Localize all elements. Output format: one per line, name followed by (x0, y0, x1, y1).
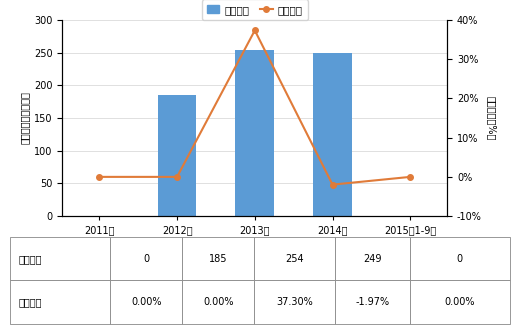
Text: 185: 185 (209, 254, 228, 264)
Text: 出口数量: 出口数量 (18, 254, 42, 264)
Text: 同比增长: 同比增长 (18, 297, 42, 307)
FancyBboxPatch shape (410, 280, 510, 324)
FancyBboxPatch shape (110, 280, 183, 324)
FancyBboxPatch shape (410, 237, 510, 280)
Text: 254: 254 (285, 254, 304, 264)
Text: 249: 249 (363, 254, 382, 264)
Text: 0.00%: 0.00% (131, 297, 162, 307)
FancyBboxPatch shape (183, 280, 254, 324)
Bar (158, 95, 197, 216)
Legend: 出口数量, 同比增长: 出口数量, 同比增长 (202, 0, 308, 20)
Text: 0: 0 (143, 254, 149, 264)
FancyBboxPatch shape (10, 280, 110, 324)
FancyBboxPatch shape (183, 237, 254, 280)
Text: -1.97%: -1.97% (355, 297, 389, 307)
Text: 0.00%: 0.00% (203, 297, 233, 307)
Y-axis label: 出口数量（平方米）: 出口数量（平方米） (20, 91, 30, 145)
FancyBboxPatch shape (110, 237, 183, 280)
Text: 37.30%: 37.30% (276, 297, 313, 307)
Bar (313, 53, 352, 216)
FancyBboxPatch shape (10, 237, 110, 280)
Bar (236, 50, 274, 216)
FancyBboxPatch shape (335, 280, 410, 324)
FancyBboxPatch shape (335, 237, 410, 280)
FancyBboxPatch shape (254, 280, 335, 324)
FancyBboxPatch shape (254, 237, 335, 280)
Text: 0.00%: 0.00% (445, 297, 475, 307)
Text: 0: 0 (457, 254, 463, 264)
Y-axis label: 同比增长（%）: 同比增长（%） (486, 96, 496, 140)
